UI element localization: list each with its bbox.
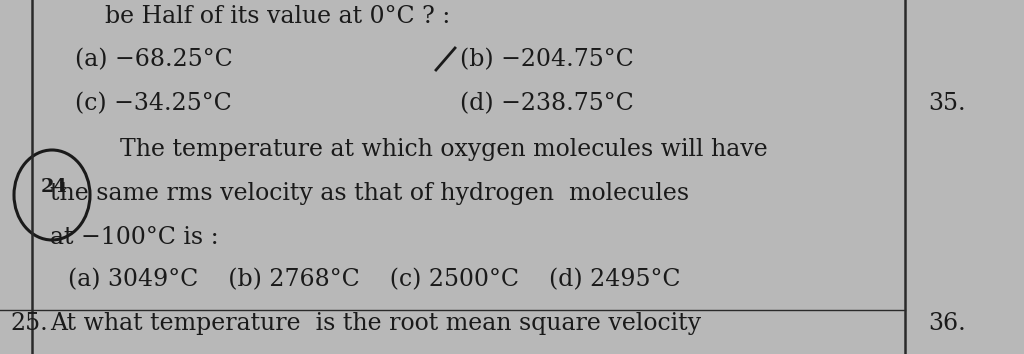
- Text: (a) −68.25°C: (a) −68.25°C: [75, 48, 232, 71]
- Text: 24: 24: [41, 178, 68, 196]
- Text: be Half of its value at 0°C ? :: be Half of its value at 0°C ? :: [105, 5, 451, 28]
- Text: at −100°C is :: at −100°C is :: [50, 226, 219, 249]
- Text: (c) −34.25°C: (c) −34.25°C: [75, 92, 231, 115]
- Text: 36.: 36.: [928, 312, 966, 335]
- Text: 35.: 35.: [928, 92, 966, 115]
- Text: (d) −238.75°C: (d) −238.75°C: [460, 92, 634, 115]
- Text: 25.: 25.: [10, 312, 48, 335]
- Text: (b) −204.75°C: (b) −204.75°C: [460, 48, 634, 71]
- Text: the same rms velocity as that of hydrogen  molecules: the same rms velocity as that of hydroge…: [50, 182, 689, 205]
- Text: At what temperature  is the root mean square velocity: At what temperature is the root mean squ…: [50, 312, 701, 335]
- Text: (a) 3049°C    (b) 2768°C    (c) 2500°C    (d) 2495°C: (a) 3049°C (b) 2768°C (c) 2500°C (d) 249…: [68, 268, 681, 291]
- Text: The temperature at which oxygen molecules will have: The temperature at which oxygen molecule…: [120, 138, 768, 161]
